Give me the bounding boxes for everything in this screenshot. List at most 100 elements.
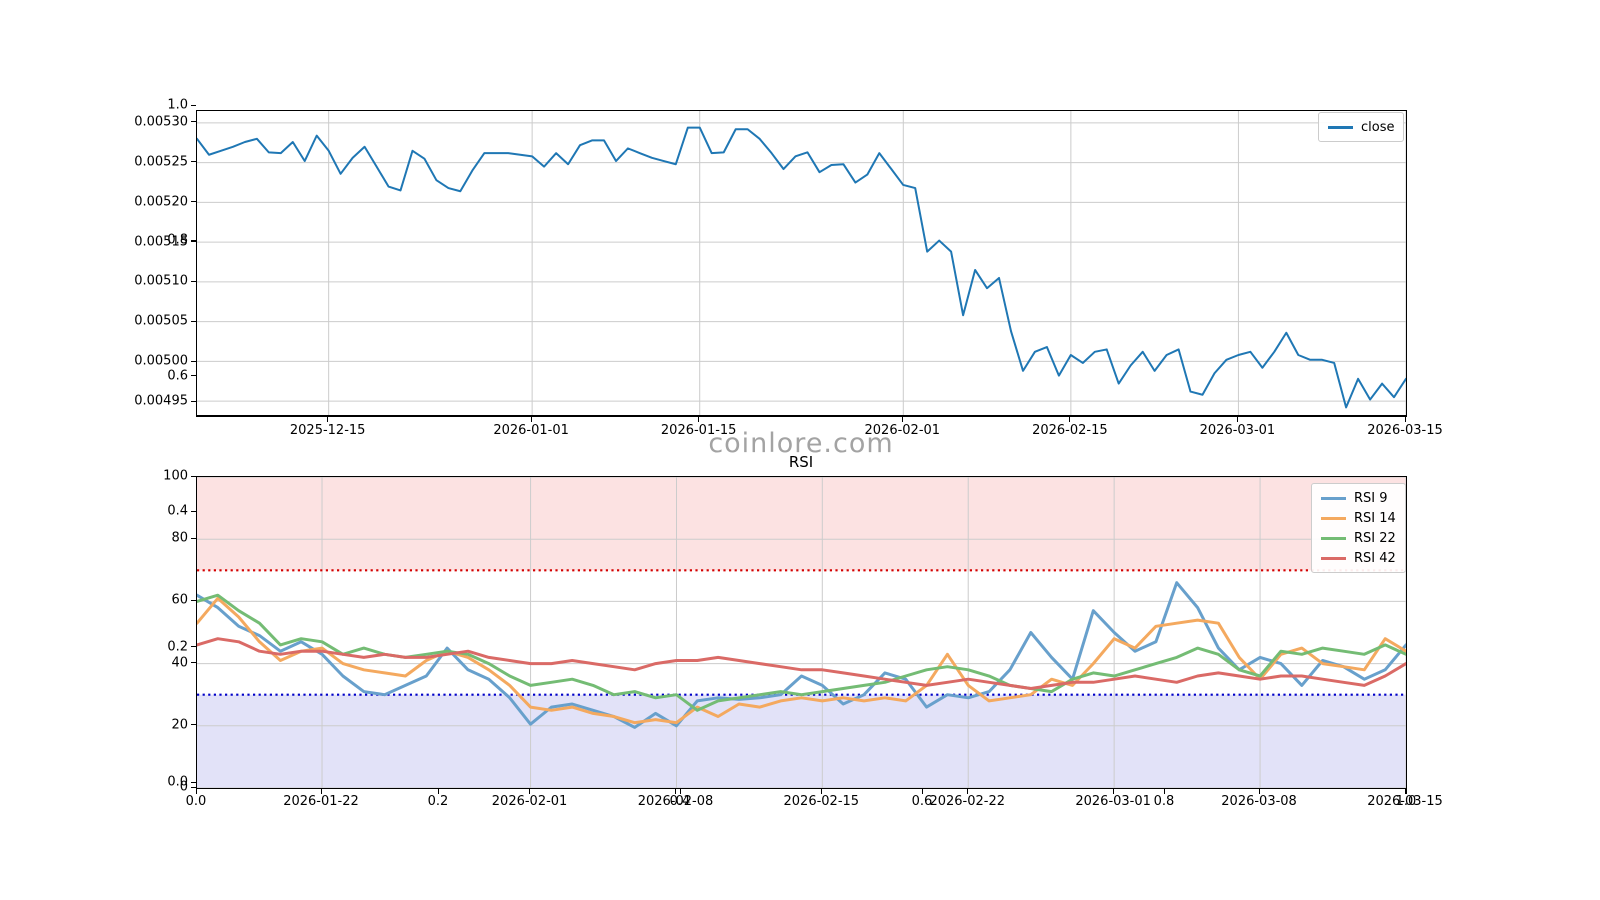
figure-y-tick-label: 0.0 [167,774,188,790]
x-tick-mark [529,789,531,794]
figure-y-tick-label: 0.2 [167,639,188,655]
figure-x-tick-label: 0.0 [185,794,207,809]
figure-x-tick-label: 0.2 [427,794,449,809]
figure-x-tick-label: 0.4 [669,794,691,809]
y-tick-label: 0.00525 [134,154,188,170]
legend-line-sample [1321,536,1346,540]
x-tick-label: 2026-02-08 [637,794,714,809]
figure-y-tick-mark [191,239,196,241]
y-tick-label: 60 [171,592,188,608]
x-tick-label: 2026-02-01 [864,423,941,438]
y-tick-mark [191,161,196,163]
x-tick-label: 2026-01-22 [283,794,359,809]
figure-x-tick-mark [1163,789,1165,794]
x-tick-label: 2026-03-08 [1221,794,1297,809]
y-tick-mark [191,241,196,243]
x-tick-label: 2026-02-22 [929,794,1005,809]
x-tick-label: 2026-01-01 [493,423,569,438]
y-tick-mark [191,786,196,788]
x-tick-mark [1069,417,1071,422]
x-tick-label: 2026-03-01 [1075,794,1151,809]
legend-label: RSI 9 [1354,490,1388,506]
x-tick-label: 2026-01-15 [660,423,737,438]
x-tick-mark [1404,417,1406,422]
x-tick-mark [901,417,903,422]
y-tick-label: 100 [163,468,188,484]
x-tick-mark [1258,789,1260,794]
figure-x-tick-mark [195,789,197,794]
figure-x-tick-label: 0.6 [911,794,933,809]
legend-line-sample [1321,516,1346,520]
y-tick-label: 20 [171,717,188,733]
rsi-band-0-30 [197,694,1406,788]
figure-x-tick-mark [437,789,439,794]
legend-label: RSI 22 [1354,530,1396,546]
legend-label: close [1361,119,1395,135]
y-tick-mark [191,121,196,123]
y-tick-mark [191,280,196,282]
figure-y-tick-mark [191,375,196,377]
y-tick-label: 0.00510 [134,273,188,289]
y-tick-label: 0.00495 [134,393,188,409]
y-tick-label: 40 [171,655,188,671]
y-tick-label: 0.00520 [134,194,188,210]
figure-x-tick-mark [1405,789,1407,794]
legend-item: RSI 22 [1321,528,1396,548]
x-tick-mark [1112,789,1114,794]
legend-line-sample [1328,125,1353,129]
legend-item: RSI 42 [1321,548,1396,568]
figure-y-tick-mark [191,104,196,106]
figure-y-tick-mark [191,510,196,512]
x-tick-mark [698,417,700,422]
legend-label: RSI 14 [1354,510,1396,526]
x-tick-mark [1236,417,1238,422]
y-tick-mark [191,724,196,726]
figure-y-tick-mark [191,781,196,783]
x-tick-label: 2026-02-15 [1032,423,1108,438]
price-chart-plot-area [196,110,1407,417]
x-tick-label: 2025-12-15 [289,423,366,438]
y-tick-label: 0.00515 [134,234,188,250]
figure-y-tick-label: 0.6 [167,368,188,384]
rsi-chart-canvas [197,477,1406,788]
figure-x-tick-mark [679,789,681,794]
x-tick-mark [820,789,822,794]
x-tick-label: 2026-03-15 [1367,794,1443,809]
rsi-band-70-100 [197,477,1406,571]
legend-item: RSI 14 [1321,508,1396,528]
y-tick-mark [191,537,196,539]
x-tick-mark [530,417,532,422]
figure-x-tick-label: 0.8 [1153,794,1175,809]
y-tick-label: 0.00500 [134,353,188,369]
y-tick-label: 0.00505 [134,313,188,329]
legend-label: RSI 42 [1354,550,1396,566]
x-tick-mark [1404,789,1406,794]
figure-x-tick-label: 1.0 [1395,794,1417,809]
y-tick-label: 0 [179,779,188,795]
y-tick-mark [191,599,196,601]
watermark-text: coinlore.com [708,428,894,459]
legend-item: RSI 9 [1321,488,1396,508]
x-tick-mark [327,417,329,422]
figure-y-tick-mark [191,646,196,648]
legend-line-sample [1321,556,1346,560]
x-tick-mark [966,789,968,794]
series-line-close [197,126,1406,409]
y-tick-label: 0.00530 [134,114,188,130]
y-tick-mark [191,360,196,362]
rsi-chart-title: RSI [788,453,814,471]
y-tick-mark [191,400,196,402]
legend-item: close [1328,117,1394,137]
figure-y-tick-label: 0.8 [167,232,188,248]
x-tick-label: 2026-02-01 [491,794,568,809]
figure-x-tick-mark [921,789,923,794]
rsi-chart-plot-area [196,476,1407,789]
figure-y-tick-label: 1.0 [167,97,188,113]
series-line-rsi-42 [197,637,1406,690]
figure-y-tick-label: 0.4 [167,503,188,519]
x-tick-mark [674,789,676,794]
series-line-rsi-14 [197,596,1406,725]
price-legend: close [1318,112,1405,142]
price-chart-canvas [197,111,1406,415]
y-tick-mark [191,662,196,664]
